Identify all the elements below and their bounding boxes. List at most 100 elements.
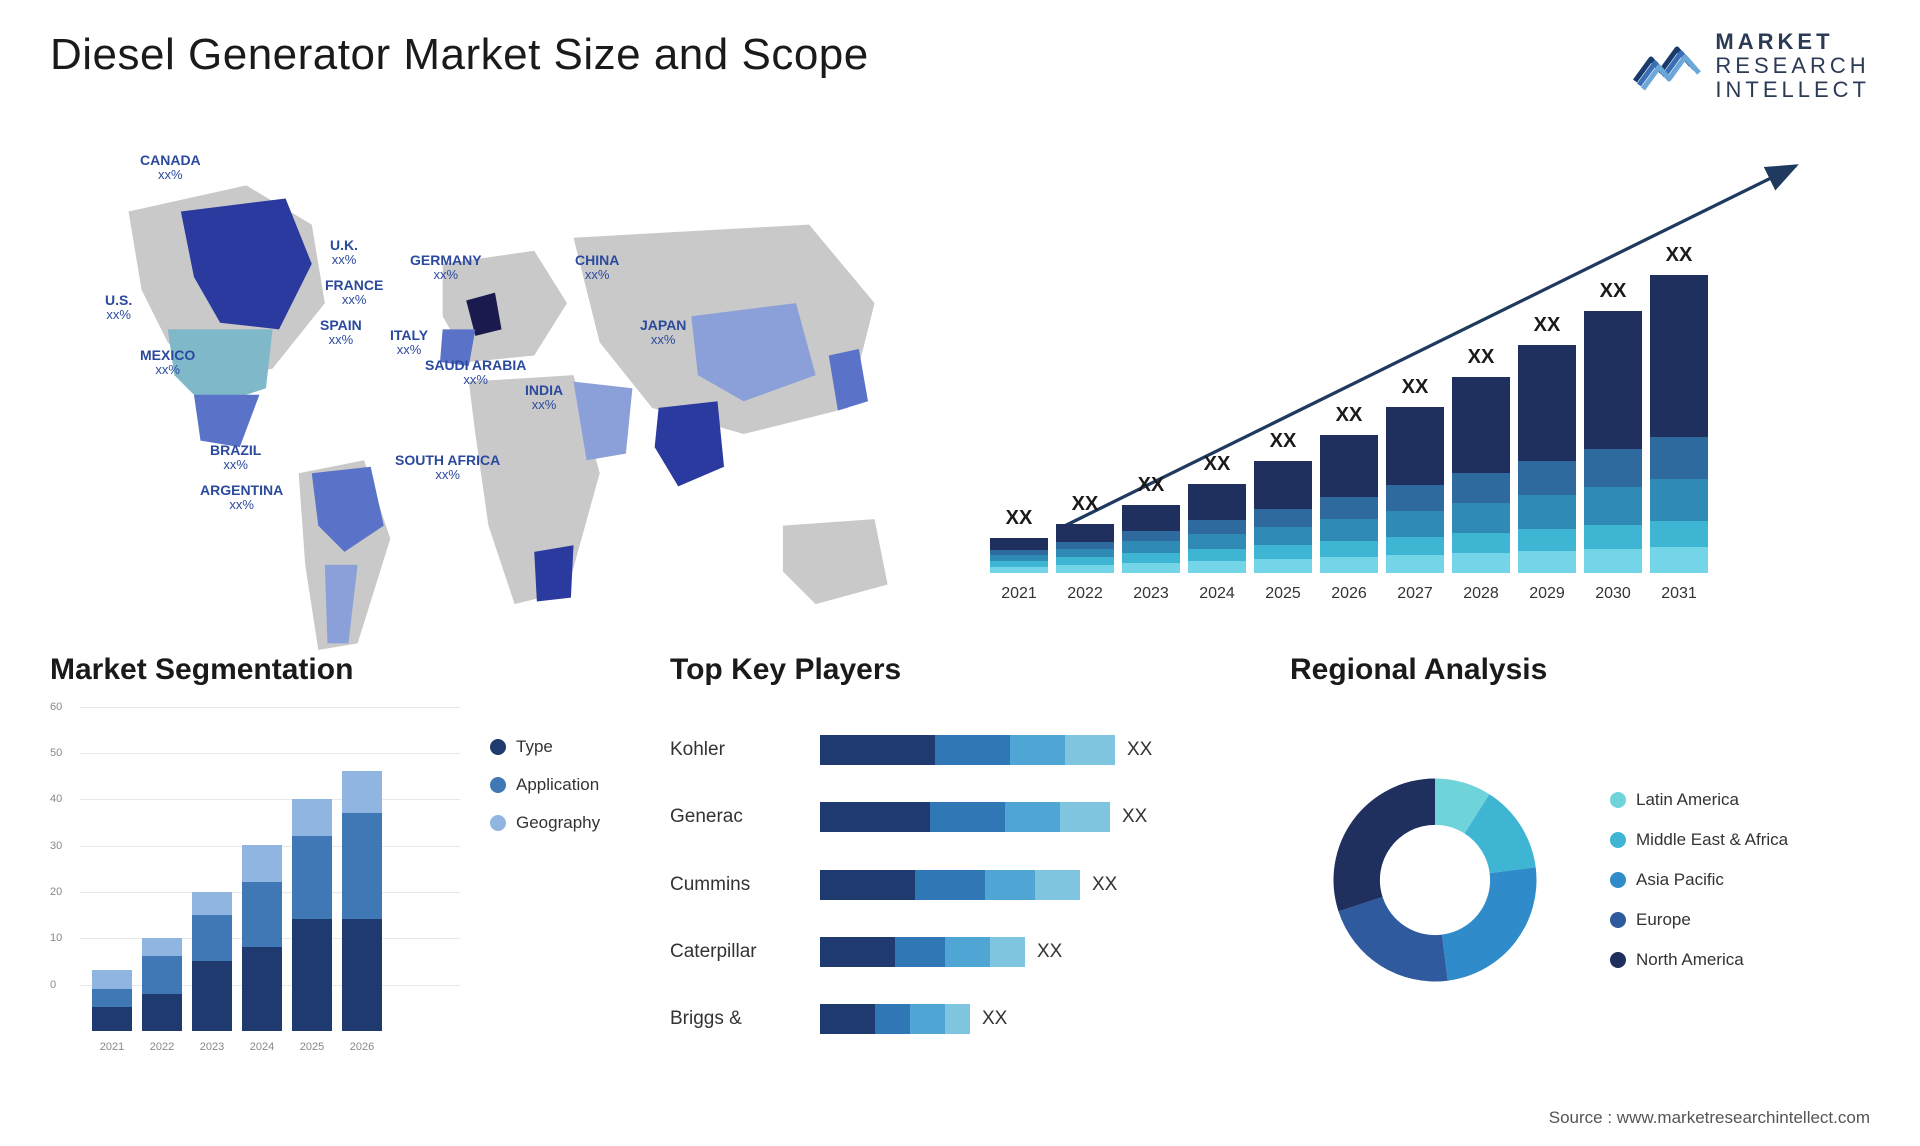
map-label-value: xx% [140,363,195,377]
seg-legend-label: Geography [516,813,600,833]
seg-bar-segment [192,961,232,1031]
map-label-value: xx% [210,458,261,472]
seg-bar-segment [242,947,282,1030]
growth-bar-segment [1584,549,1642,573]
growth-bar-segment [1254,559,1312,573]
growth-bar-segment [1122,553,1180,563]
growth-toplabel: XX [1584,280,1642,303]
growth-xlabel: 2031 [1650,585,1708,603]
seg-legend-label: Type [516,737,553,757]
map-label-germany: GERMANYxx% [410,253,482,283]
growth-bar-segment [1518,461,1576,495]
seg-legend-label: Application [516,775,599,795]
growth-bar-segment [1254,545,1312,559]
map-label-brazil: BRAZILxx% [210,443,261,473]
regional-legend-label: North America [1636,950,1744,970]
growth-xlabel: 2022 [1056,585,1114,603]
player-bar-segment [990,937,1025,967]
growth-bar-segment [1320,435,1378,497]
players-bars: XXXXXXXXXX [820,707,1250,1053]
player-bar-segment [820,802,930,832]
growth-bar-segment [1122,505,1180,531]
regional-title: Regional Analysis [1290,653,1870,687]
donut-segment [1442,867,1537,980]
map-label-name: ITALY [390,327,428,343]
player-bar-segment [895,937,945,967]
growth-xlabel: 2024 [1188,585,1246,603]
growth-bar-segment [1452,503,1510,533]
growth-bar-2031 [1650,275,1708,573]
growth-bar-segment [1188,520,1246,534]
map-label-value: xx% [575,268,619,282]
player-bar [820,937,1025,967]
bottom-row: Market Segmentation 01020304050602021202… [50,653,1870,1053]
growth-bar-segment [1452,377,1510,473]
growth-toplabel: XX [1320,404,1378,427]
seg-xlabel: 2026 [342,1041,382,1053]
seg-bar-segment [342,919,382,1030]
map-label-name: FRANCE [325,277,383,293]
map-label-value: xx% [410,268,482,282]
player-bar-segment [945,937,990,967]
logo-line-1: MARKET [1715,30,1870,54]
source-attribution: Source : www.marketresearchintellect.com [1549,1108,1870,1128]
growth-bar-segment [1650,479,1708,521]
map-label-name: SAUDI ARABIA [425,357,526,373]
map-label-value: xx% [325,293,383,307]
seg-xlabel: 2024 [242,1041,282,1053]
segmentation-panel: Market Segmentation 01020304050602021202… [50,653,630,1053]
player-label: Generac [670,795,790,839]
growth-bar-segment [1518,345,1576,461]
growth-bar-segment [1650,437,1708,479]
seg-bar-segment [242,845,282,882]
regional-legend: Latin America Middle East & Africa Asia Pa… [1610,790,1788,970]
seg-xlabel: 2023 [192,1041,232,1053]
growth-bar-segment [1518,495,1576,529]
map-label-canada: CANADAxx% [140,153,201,183]
growth-bar-segment [1320,519,1378,541]
seg-bar-segment [242,882,282,947]
map-label-mexico: MEXICOxx% [140,348,195,378]
player-value-label: XX [1122,806,1147,828]
growth-bar-segment [1188,534,1246,549]
growth-bar-2030 [1584,311,1642,573]
player-bar-segment [820,870,915,900]
seg-bar-segment [192,892,232,915]
growth-bar-2024 [1188,484,1246,573]
seg-ytick-label: 50 [50,747,62,759]
map-label-value: xx% [390,343,428,357]
growth-bar-segment [1122,531,1180,541]
seg-legend-item: Geography [490,813,630,833]
seg-ytick-label: 30 [50,840,62,852]
regional-panel: Regional Analysis Latin America Middle Ea… [1290,653,1870,1053]
map-label-name: INDIA [525,382,563,398]
seg-bar-segment [142,994,182,1031]
growth-bar-segment [1188,484,1246,520]
map-label-name: SOUTH AFRICA [395,452,500,468]
regional-legend-item: Europe [1610,910,1788,930]
players-chart-wrap: KohlerGeneracCumminsCaterpillarBriggs & … [670,707,1250,1053]
seg-bar-segment [92,970,132,989]
seg-xlabel: 2022 [142,1041,182,1053]
legend-dot-icon [1610,952,1626,968]
growth-bar-segment [1386,511,1444,537]
player-bar-segment [1005,802,1060,832]
map-label-name: GERMANY [410,252,482,268]
player-row: XX [820,863,1250,907]
player-label: Briggs & [670,997,790,1041]
growth-bar-segment [1122,541,1180,553]
player-bar-segment [820,937,895,967]
regional-legend-item: Asia Pacific [1610,870,1788,890]
growth-xlabel: 2029 [1518,585,1576,603]
regional-legend-item: Latin America [1610,790,1788,810]
growth-bar-segment [1650,275,1708,437]
seg-bar-segment [192,915,232,961]
seg-bar-2024 [242,845,282,1030]
player-bar-segment [1035,870,1080,900]
growth-toplabel: XX [1452,346,1510,369]
map-label-value: xx% [640,333,686,347]
seg-bar-2022 [142,938,182,1031]
growth-bar-segment [1254,461,1312,509]
regional-legend-label: Middle East & Africa [1636,830,1788,850]
world-map-panel: CANADAxx%U.S.xx%MEXICOxx%BRAZILxx%ARGENT… [50,133,940,613]
